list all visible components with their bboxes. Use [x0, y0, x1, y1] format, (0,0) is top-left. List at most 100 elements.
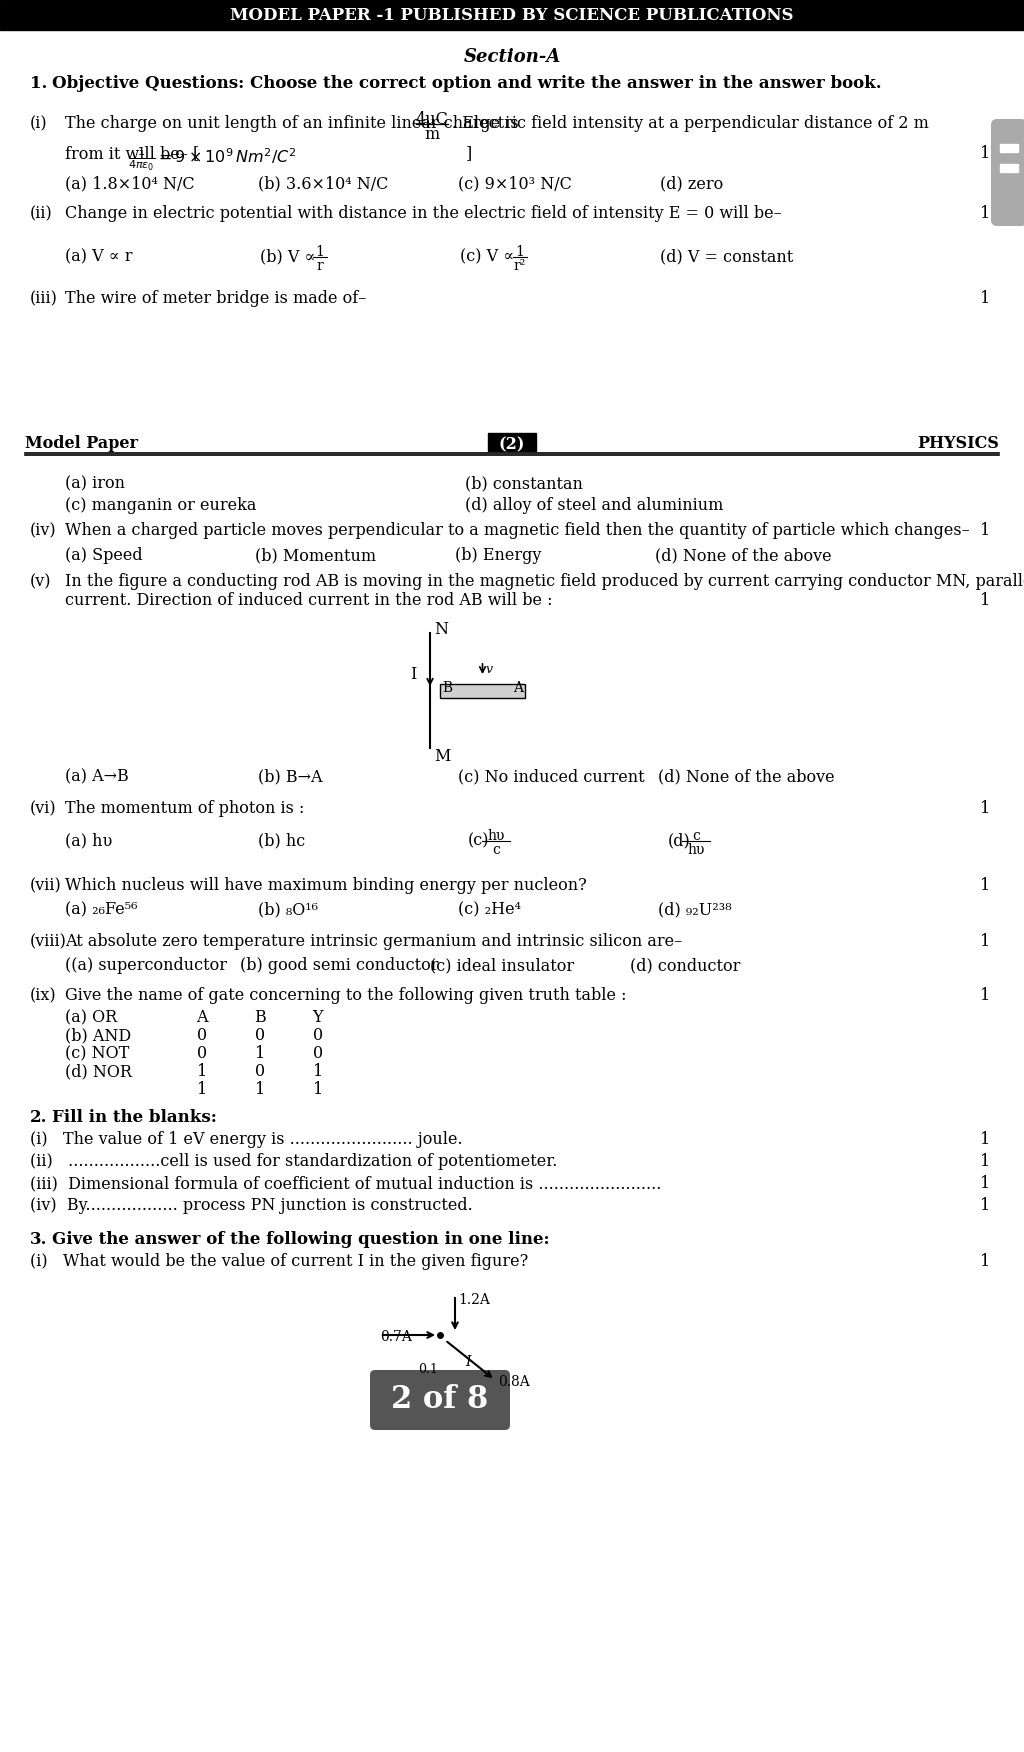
Text: Give the name of gate concerning to the following given truth table :: Give the name of gate concerning to the … — [65, 986, 627, 1004]
Text: (a) iron: (a) iron — [65, 475, 125, 492]
Text: 1: 1 — [980, 1176, 990, 1191]
Text: (b) 3.6×10⁴ N/C: (b) 3.6×10⁴ N/C — [258, 175, 388, 193]
Text: current. Direction of induced current in the rod AB will be :: current. Direction of induced current in… — [65, 592, 553, 610]
Text: (vii): (vii) — [30, 878, 61, 894]
Text: Which nucleus will have maximum binding energy per nucleon?: Which nucleus will have maximum binding … — [65, 878, 587, 894]
Bar — [488, 433, 536, 450]
Text: Y: Y — [312, 1009, 324, 1027]
Text: A: A — [197, 1009, 208, 1027]
Text: 1: 1 — [980, 1153, 990, 1170]
Text: 0: 0 — [197, 1027, 207, 1044]
Text: (c) manganin or eureka: (c) manganin or eureka — [65, 498, 256, 513]
Text: (b) V ∝: (b) V ∝ — [260, 249, 315, 265]
Text: 0: 0 — [313, 1044, 323, 1062]
Text: (b) B→A: (b) B→A — [258, 767, 323, 785]
Text: r²: r² — [514, 259, 526, 273]
Text: (d) conductor: (d) conductor — [630, 957, 740, 974]
Text: (d) alloy of steel and aluminium: (d) alloy of steel and aluminium — [465, 498, 723, 513]
Text: The charge on unit length of an infinite linear charge is: The charge on unit length of an infinite… — [65, 116, 518, 131]
Text: 0: 0 — [255, 1027, 265, 1044]
Text: (d) None of the above: (d) None of the above — [658, 767, 835, 785]
Text: from it will be– [: from it will be– [ — [65, 145, 200, 161]
Text: (iv)  By.................. process PN junction is constructed.: (iv) By.................. process PN jun… — [30, 1197, 473, 1214]
Text: (a) ₂₆Fe⁵⁶: (a) ₂₆Fe⁵⁶ — [65, 901, 137, 918]
Text: m: m — [424, 126, 439, 144]
Text: 1: 1 — [313, 1081, 324, 1099]
FancyBboxPatch shape — [370, 1370, 510, 1430]
Text: (b) ₈O¹⁶: (b) ₈O¹⁶ — [258, 901, 318, 918]
Text: 1: 1 — [980, 801, 990, 816]
Text: PHYSICS: PHYSICS — [918, 434, 999, 452]
Text: B: B — [254, 1009, 266, 1027]
Bar — [440, 683, 525, 697]
Text: Fill in the blanks:: Fill in the blanks: — [52, 1109, 217, 1127]
Text: (b) Energy: (b) Energy — [455, 547, 542, 564]
Text: (b) hc: (b) hc — [258, 832, 305, 850]
Text: hυ: hυ — [687, 843, 705, 857]
Text: (d) None of the above: (d) None of the above — [655, 547, 831, 564]
Text: 1: 1 — [980, 878, 990, 894]
Text: (d): (d) — [668, 832, 691, 850]
Text: r: r — [316, 259, 324, 273]
Text: ]: ] — [466, 145, 472, 161]
Text: (c) ₂He⁴: (c) ₂He⁴ — [458, 901, 521, 918]
Text: 1: 1 — [980, 1253, 990, 1270]
Text: (b) Momentum: (b) Momentum — [255, 547, 376, 564]
Text: v: v — [485, 662, 493, 676]
Text: (a) 1.8×10⁴ N/C: (a) 1.8×10⁴ N/C — [65, 175, 195, 193]
Text: (c) V ∝: (c) V ∝ — [460, 249, 514, 265]
Bar — [0, 0, 1024, 30]
Text: ((a) superconductor: ((a) superconductor — [65, 957, 227, 974]
Text: 2 of 8: 2 of 8 — [391, 1384, 488, 1416]
Text: M: M — [434, 748, 451, 766]
Text: (viii): (viii) — [30, 934, 67, 950]
Text: Model Paper: Model Paper — [25, 434, 138, 452]
Text: I: I — [465, 1354, 470, 1368]
Text: (a) A→B: (a) A→B — [65, 767, 129, 785]
Text: In the figure a conducting rod AB is moving in the magnetic field produced by cu: In the figure a conducting rod AB is mov… — [65, 573, 1024, 590]
Text: N: N — [434, 620, 449, 638]
Text: (c) 9×10³ N/C: (c) 9×10³ N/C — [458, 175, 571, 193]
Text: (v): (v) — [30, 573, 51, 590]
Text: (c) ideal insulator: (c) ideal insulator — [430, 957, 574, 974]
Text: 1.: 1. — [30, 75, 47, 93]
Text: The wire of meter bridge is made of–: The wire of meter bridge is made of– — [65, 291, 367, 307]
Text: 1: 1 — [313, 1063, 324, 1079]
Bar — [1000, 144, 1018, 152]
Text: (d) NOR: (d) NOR — [65, 1063, 132, 1079]
Text: A: A — [513, 682, 523, 696]
Text: B: B — [442, 682, 453, 696]
Text: (b) AND: (b) AND — [65, 1027, 131, 1044]
Text: . Electric field intensity at a perpendicular distance of 2 m: . Electric field intensity at a perpendi… — [452, 116, 929, 131]
FancyBboxPatch shape — [991, 119, 1024, 226]
Text: (2): (2) — [499, 436, 525, 454]
Text: (d) ₉₂U²³⁸: (d) ₉₂U²³⁸ — [658, 901, 731, 918]
Text: 0: 0 — [255, 1063, 265, 1079]
Text: 1: 1 — [980, 1132, 990, 1148]
Text: 1: 1 — [980, 205, 990, 223]
Text: (b) constantan: (b) constantan — [465, 475, 583, 492]
Text: 1: 1 — [980, 522, 990, 540]
Bar — [1000, 165, 1018, 172]
Text: (c) No induced current: (c) No induced current — [458, 767, 645, 785]
Text: hυ: hυ — [487, 829, 505, 843]
Text: 0: 0 — [313, 1027, 323, 1044]
Text: I: I — [410, 666, 416, 683]
Text: At absolute zero temperature intrinsic germanium and intrinsic silicon are–: At absolute zero temperature intrinsic g… — [65, 934, 682, 950]
Text: The momentum of photon is :: The momentum of photon is : — [65, 801, 304, 816]
Text: 1: 1 — [197, 1063, 207, 1079]
Text: When a charged particle moves perpendicular to a magnetic field then the quantit: When a charged particle moves perpendicu… — [65, 522, 970, 540]
Text: c: c — [493, 843, 500, 857]
Text: 3.: 3. — [30, 1232, 47, 1247]
Text: 1: 1 — [255, 1044, 265, 1062]
Text: Change in electric potential with distance in the electric field of intensity E : Change in electric potential with distan… — [65, 205, 781, 223]
Text: 1: 1 — [515, 245, 524, 259]
Text: (vi): (vi) — [30, 801, 56, 816]
Text: MODEL PAPER -1 PUBLISHED BY SCIENCE PUBLICATIONS: MODEL PAPER -1 PUBLISHED BY SCIENCE PUBL… — [230, 7, 794, 23]
Text: (a) OR: (a) OR — [65, 1009, 118, 1027]
Text: 1.2A: 1.2A — [458, 1293, 489, 1307]
Text: 2.: 2. — [30, 1109, 47, 1127]
Text: 4μC: 4μC — [416, 110, 449, 128]
Text: Give the answer of the following question in one line:: Give the answer of the following questio… — [52, 1232, 550, 1247]
Text: (c) NOT: (c) NOT — [65, 1044, 129, 1062]
